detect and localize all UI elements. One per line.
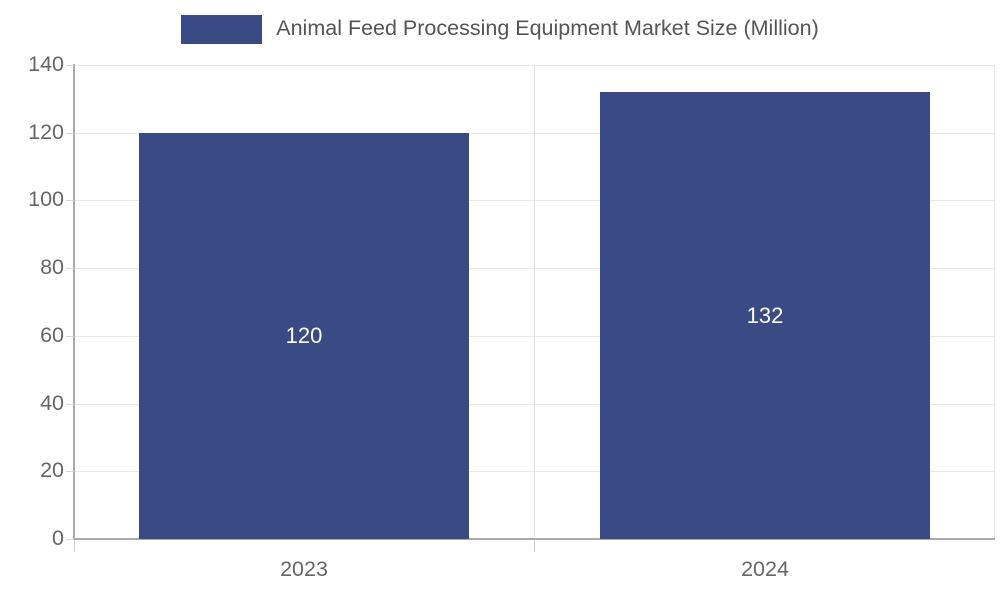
y-tick-mark-80 <box>66 268 74 270</box>
plot-right-border <box>994 65 995 539</box>
y-tick-mark-140 <box>66 65 74 66</box>
legend-color-swatch <box>181 14 263 44</box>
bar-value-label-2023: 120 <box>285 323 323 348</box>
y-tick-label-40: 40 <box>40 390 64 415</box>
y-tick-mark-60 <box>66 335 74 337</box>
y-tick-label-100: 100 <box>28 187 64 212</box>
bar-value-label-2024: 132 <box>746 303 784 328</box>
y-tick-mark-100 <box>66 200 74 202</box>
bar-2024[interactable] <box>600 92 930 539</box>
x-tick-mark-divider <box>534 540 535 552</box>
x-tick-label-2024: 2024 <box>741 557 789 581</box>
y-tick-label-140: 140 <box>28 52 64 76</box>
y-tick-mark-120 <box>66 132 74 134</box>
y-tick-label-20: 20 <box>40 458 64 483</box>
bar-2023[interactable] <box>139 132 469 539</box>
y-tick-label-0: 0 <box>52 526 64 550</box>
category-divider-gridline <box>534 65 535 539</box>
y-tick-label-120: 120 <box>28 119 64 144</box>
x-axis-line <box>74 538 995 540</box>
x-tick-label-2023: 2023 <box>280 557 328 581</box>
y-tick-label-80: 80 <box>40 255 64 280</box>
y-tick-mark-0 <box>66 539 74 540</box>
legend-label: Animal Feed Processing Equipment Market … <box>276 16 819 41</box>
chart-legend: Animal Feed Processing Equipment Market … <box>0 0 1000 58</box>
y-axis-line <box>73 64 75 540</box>
y-tick-label-60: 60 <box>40 322 64 347</box>
plot-area <box>74 65 995 539</box>
x-tick-mark-left <box>74 540 75 552</box>
y-tick-mark-40 <box>66 403 74 405</box>
y-tick-mark-20 <box>66 471 74 473</box>
y-axis-tick-labels: 140 120 100 80 60 40 20 0 <box>0 0 64 600</box>
legend-entry[interactable]: Animal Feed Processing Equipment Market … <box>181 14 819 44</box>
